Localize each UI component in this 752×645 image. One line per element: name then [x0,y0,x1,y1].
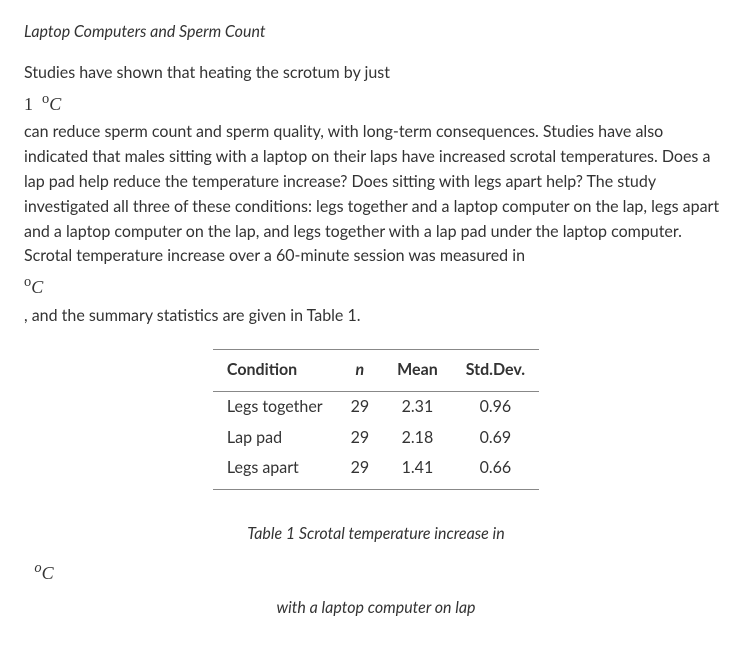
col-sd: Std.Dev. [452,349,539,391]
table-caption: Table 1 Scrotal temperature increase in … [24,518,728,620]
cell-condition: Legs together [213,391,337,422]
celsius-symbol: C [42,563,54,583]
paragraph-3: , and the summary statistics are given i… [24,304,728,329]
table-row: Lap pad 29 2.18 0.69 [213,423,539,454]
summary-table: Condition n Mean Std.Dev. Legs together … [213,349,539,490]
summary-table-wrap: Condition n Mean Std.Dev. Legs together … [24,349,728,490]
cell-n: 29 [337,391,384,422]
cell-condition: Lap pad [213,423,337,454]
caption-line-1: Table 1 Scrotal temperature increase in [64,522,688,547]
table-row: Legs apart 29 1.41 0.66 [213,453,539,489]
cell-n: 29 [337,423,384,454]
cell-mean: 1.41 [383,453,452,489]
cell-sd: 0.66 [452,453,539,489]
degree-symbol: o [34,560,41,576]
col-n: n [337,349,384,391]
cell-condition: Legs apart [213,453,337,489]
cell-n: 29 [337,453,384,489]
col-condition: Condition [213,349,337,391]
degree-symbol: o [42,91,49,107]
cell-sd: 0.96 [452,391,539,422]
cell-sd: 0.69 [452,423,539,454]
document-title: Laptop Computers and Sperm Count [24,20,728,45]
temperature-number: 1 [24,94,33,114]
paragraph-2: can reduce sperm count and sperm quality… [24,120,728,269]
table-header-row: Condition n Mean Std.Dev. [213,349,539,391]
cell-mean: 2.31 [383,391,452,422]
paragraph-1: Studies have shown that heating the scro… [24,61,728,86]
celsius-symbol: C [31,277,43,297]
table-row: Legs together 29 2.31 0.96 [213,391,539,422]
celsius-symbol: C [49,94,61,114]
cell-mean: 2.18 [383,423,452,454]
unit-line: oC [24,271,728,302]
col-mean: Mean [383,349,452,391]
temperature-value-line: 1 oC [24,88,728,119]
caption-unit: oC [24,557,64,588]
caption-line-2: with a laptop computer on lap [24,596,728,621]
degree-symbol: o [24,274,31,290]
